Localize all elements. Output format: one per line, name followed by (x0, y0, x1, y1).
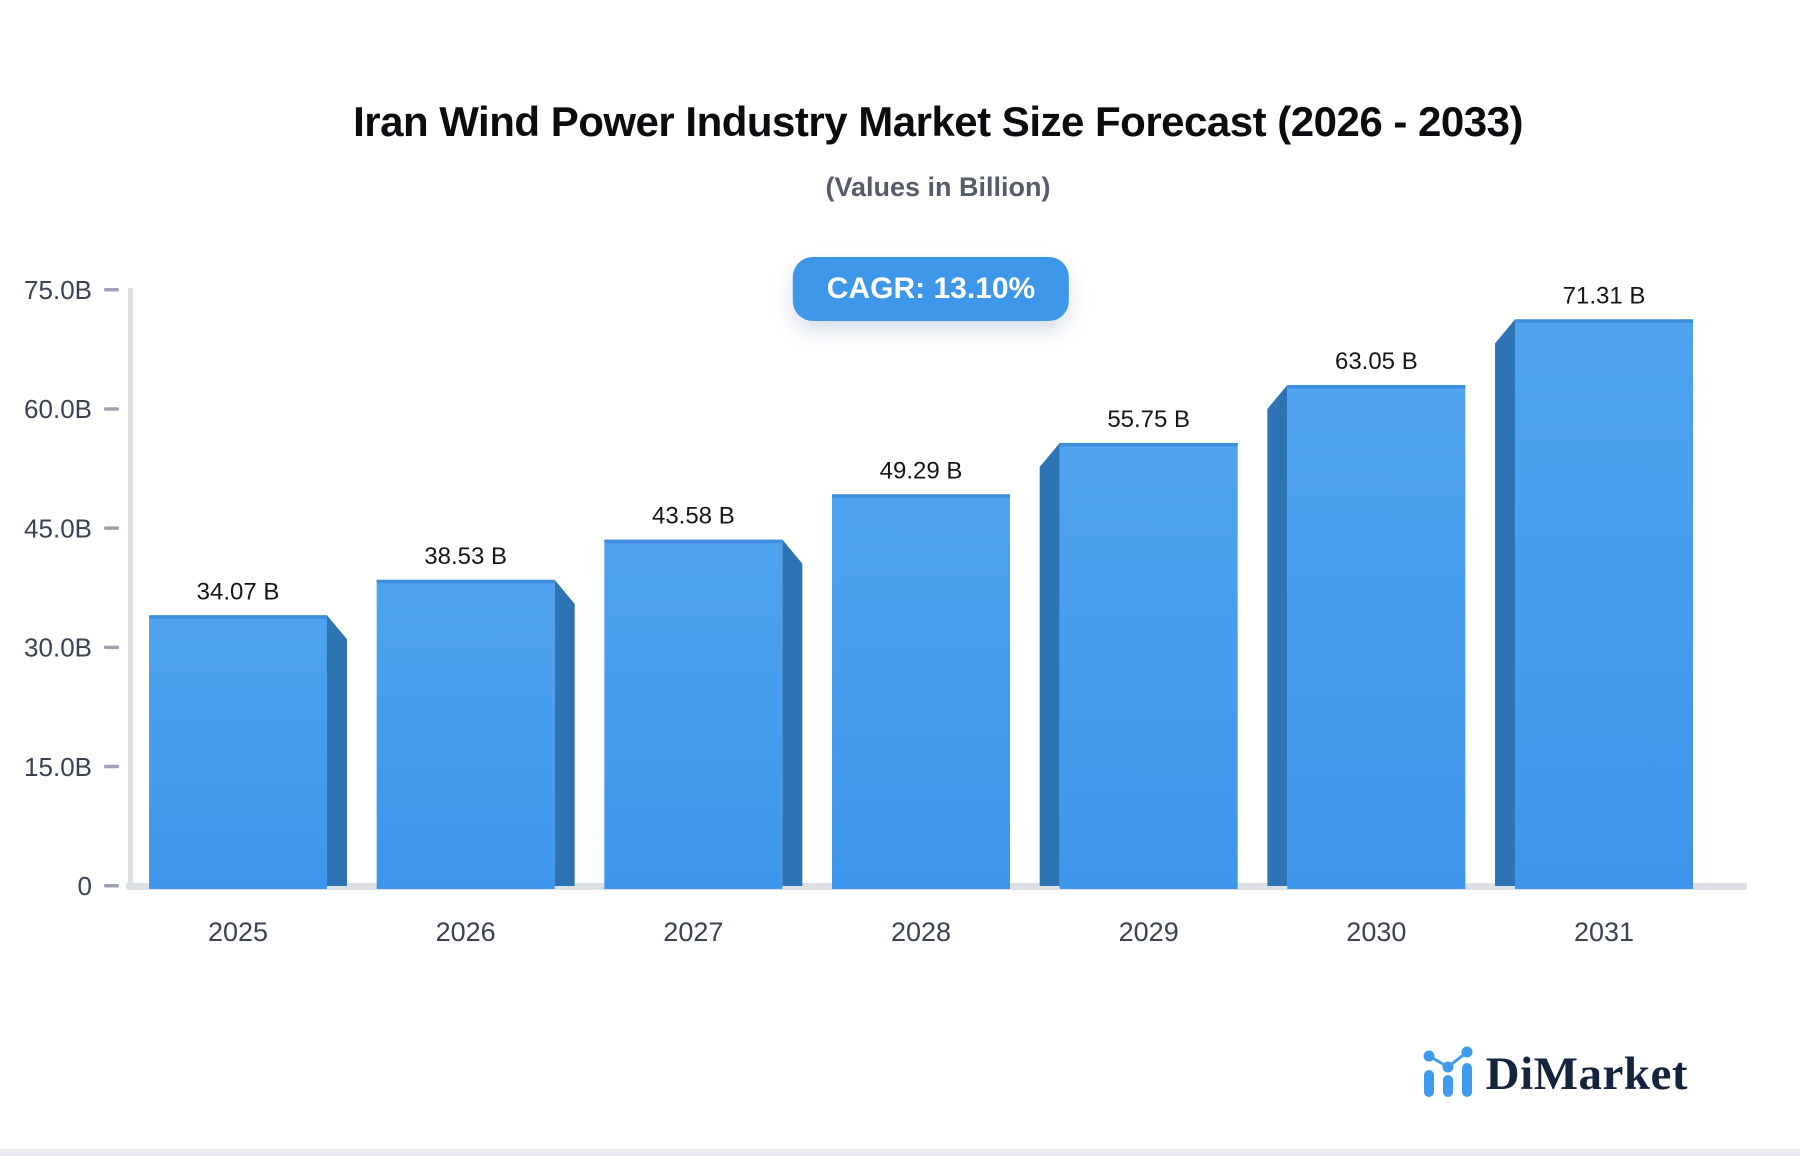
y-tick-label: 75.0B (24, 275, 92, 305)
bar-2030: 63.05 B 2030 (1267, 348, 1466, 947)
y-tick-mark (104, 407, 119, 411)
cagr-badge: CAGR: 13.10% (792, 257, 1070, 321)
y-tick-mark (104, 288, 119, 292)
x-axis-label: 2025 (208, 917, 268, 947)
bar-side-face (782, 539, 803, 886)
bar-value-label: 38.53 B (424, 543, 507, 570)
bar-front-face (1059, 442, 1238, 889)
bar-side-face (327, 615, 347, 886)
y-tick-mark (104, 526, 119, 530)
bar-top-edge (376, 579, 555, 584)
bar-top-edge (149, 615, 327, 619)
bar-front-face (1515, 319, 1694, 889)
bar-side-face (1267, 384, 1288, 886)
x-axis-label: 2027 (663, 917, 723, 947)
bar-top-edge (1287, 384, 1466, 389)
y-tick-label: 60.0B (24, 394, 92, 424)
logo: DiMarket (1422, 1040, 1688, 1098)
logo-text: DiMarket (1485, 1048, 1688, 1100)
bar-value-label: 49.29 B (880, 457, 963, 484)
bar-top-edge (1059, 442, 1238, 447)
bar-side-face (1495, 319, 1516, 886)
bar-side-face (1039, 442, 1060, 886)
bar-value-label: 43.58 B (652, 503, 735, 530)
x-axis-label: 2028 (891, 917, 951, 947)
x-axis-label: 2031 (1574, 917, 1634, 947)
plot-area: 0 15.0B 30.0B 45.0B 60.0B 75.0B 34.07 B 2025 38.… (24, 275, 1747, 947)
bar-top-edge (1515, 319, 1694, 323)
y-tick-label: 0 (78, 871, 92, 901)
bar-2029: 55.75 B 2029 (1039, 406, 1238, 947)
bar-front-face (604, 539, 783, 889)
bar-top-edge (832, 494, 1011, 498)
bar-2031: 71.31 B 2031 (1495, 282, 1694, 947)
page-title: Iran Wind Power Industry Market Size For… (353, 98, 1523, 145)
bar-front-face (832, 494, 1011, 889)
bar-front-face (1287, 384, 1466, 889)
y-tick-label: 30.0B (24, 633, 92, 663)
bottom-border (0, 1149, 1800, 1156)
y-tick-mark (104, 884, 119, 888)
bar-2027: 43.58 B 2027 (604, 503, 803, 947)
bar-front-face (376, 579, 555, 889)
y-tick-label: 45.0B (24, 513, 92, 543)
bar-front-face (149, 615, 327, 889)
bar-value-label: 55.75 B (1107, 406, 1190, 433)
y-tick-mark (104, 764, 119, 769)
bar-value-label: 63.05 B (1335, 348, 1418, 375)
x-axis-label: 2030 (1346, 917, 1406, 947)
y-tick-mark (104, 645, 119, 650)
chart-subtitle: (Values in Billion) (825, 172, 1051, 202)
bar-value-label: 71.31 B (1563, 282, 1646, 309)
bar-chart-logo-icon (1423, 1046, 1473, 1097)
bar-top-edge (604, 539, 783, 544)
bar-2025: 34.07 B 2025 (149, 578, 347, 947)
bar-side-face (554, 579, 575, 886)
y-axis-line (128, 288, 133, 890)
y-tick-label: 15.0B (24, 752, 92, 782)
bar-2026: 38.53 B 2026 (376, 543, 575, 947)
bar-value-label: 34.07 B (197, 578, 280, 605)
bar-2028: 49.29 B 2028 (832, 457, 1011, 947)
x-axis-label: 2026 (436, 917, 496, 947)
x-axis-label: 2029 (1119, 917, 1179, 947)
